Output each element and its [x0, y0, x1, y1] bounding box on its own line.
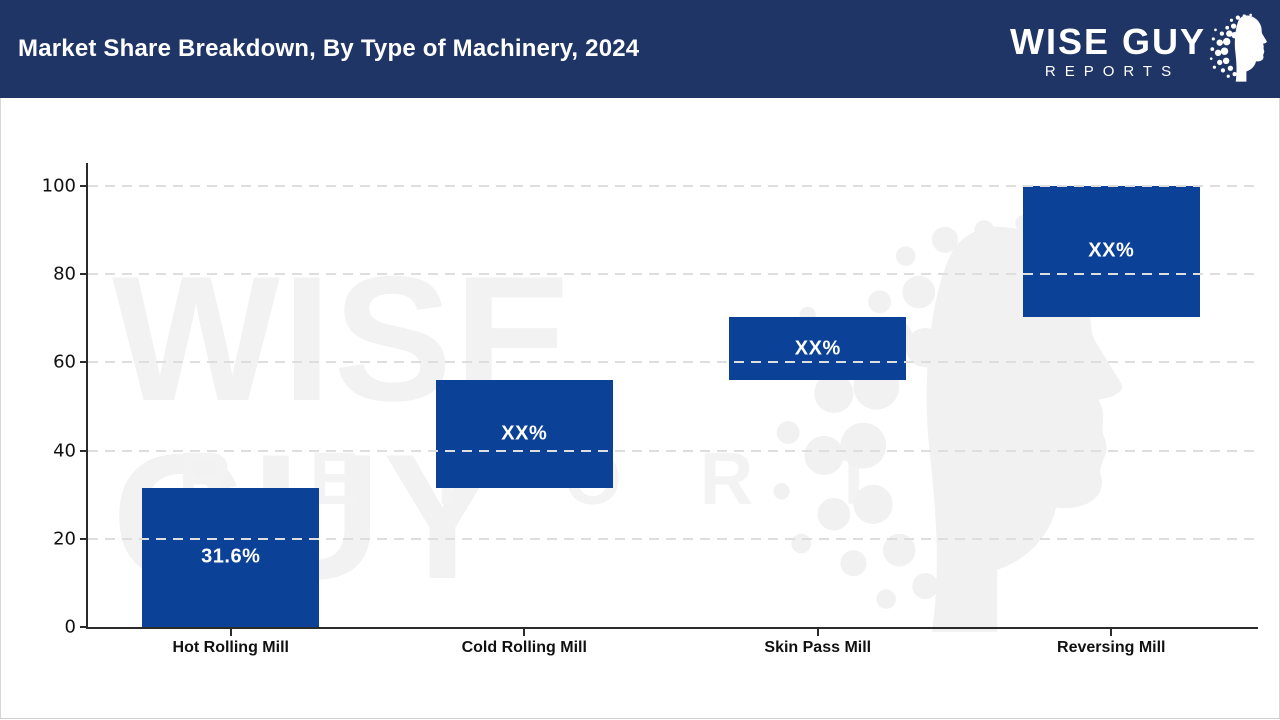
x-axis-line	[86, 627, 1258, 629]
y-tick-label: 80	[53, 263, 76, 285]
y-tick-mark	[80, 449, 88, 452]
brand-logo-text: WISE GUY REPORTS	[1009, 20, 1206, 80]
bar-value-label: XX%	[1088, 239, 1135, 262]
x-tick-label: Hot Rolling Mill	[172, 639, 289, 656]
x-tick-mark	[1110, 629, 1113, 636]
gridline	[88, 361, 1258, 364]
x-tick-label: Cold Rolling Mill	[461, 639, 587, 656]
y-tick-label: 0	[64, 616, 76, 638]
gridline	[88, 273, 1258, 276]
x-tick-mark	[816, 629, 819, 636]
y-tick-mark	[80, 273, 88, 276]
bar-value-label: 31.6%	[201, 545, 261, 568]
x-tick-label: Reversing Mill	[1057, 639, 1166, 656]
y-axis-line	[86, 163, 88, 629]
y-tick-label: 20	[53, 528, 76, 550]
header: Market Share Breakdown, By Type of Machi…	[0, 0, 1280, 98]
brand-logo: WISE GUY REPORTS	[1010, 4, 1272, 92]
bar-value-label: XX%	[501, 422, 548, 445]
y-tick-label: 100	[41, 175, 76, 197]
brand-subtitle: REPORTS	[1044, 62, 1181, 80]
x-tick-mark	[229, 629, 232, 636]
page-title: Market Share Breakdown, By Type of Machi…	[18, 35, 640, 62]
brand-name: WISE GUY	[1009, 20, 1206, 62]
x-tick-mark	[523, 629, 526, 636]
bar	[729, 316, 907, 381]
gridline	[88, 185, 1258, 187]
gridline	[88, 537, 1258, 540]
bar-value-label: XX%	[794, 337, 841, 360]
bar	[1022, 186, 1200, 317]
y-tick-mark	[80, 361, 88, 364]
bar	[435, 380, 613, 488]
y-tick-mark	[80, 626, 88, 628]
y-tick-label: 60	[53, 351, 76, 373]
y-tick-mark	[80, 185, 88, 187]
y-tick-label: 40	[53, 440, 76, 462]
y-tick-mark	[80, 537, 88, 540]
x-tick-label: Skin Pass Mill	[764, 639, 872, 656]
bar	[142, 487, 320, 627]
gridline	[88, 449, 1258, 452]
